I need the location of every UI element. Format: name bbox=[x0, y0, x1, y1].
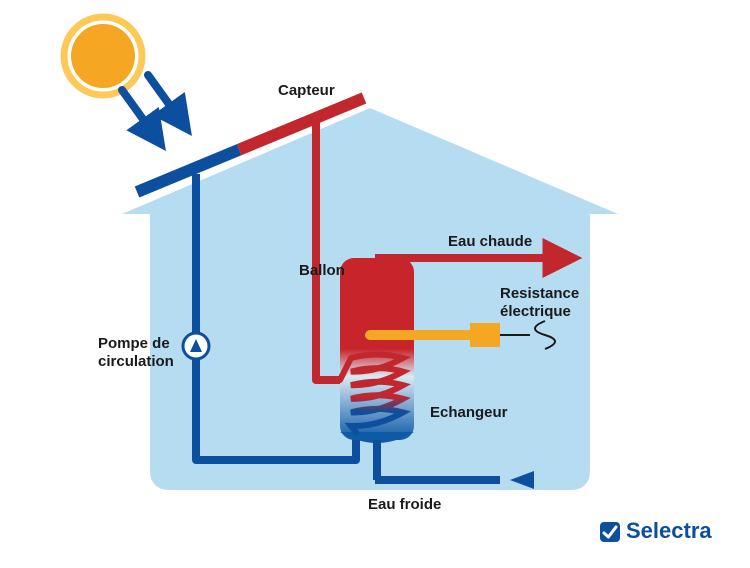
label-ballon: Ballon bbox=[299, 262, 345, 279]
label-capteur: Capteur bbox=[278, 82, 335, 99]
label-eau-chaude: Eau chaude bbox=[448, 233, 532, 250]
heater-terminal-box bbox=[470, 323, 500, 347]
label-resistance: Resistanceélectrique bbox=[500, 285, 579, 320]
brand-logo-text: Selectra bbox=[626, 518, 712, 543]
sun-icon bbox=[71, 24, 135, 88]
label-pompe: Pompe decirculation bbox=[98, 335, 174, 370]
label-eau-froide: Eau froide bbox=[368, 496, 441, 513]
label-echangeur: Echangeur bbox=[430, 404, 508, 421]
